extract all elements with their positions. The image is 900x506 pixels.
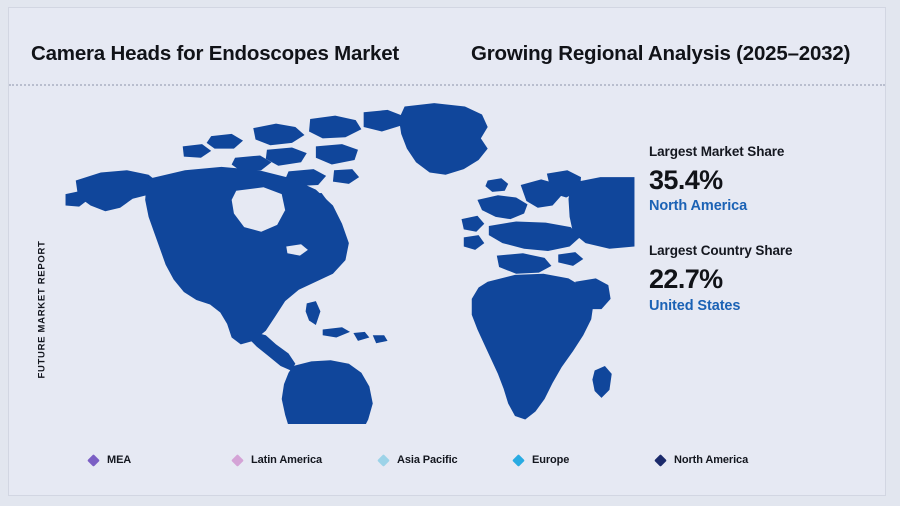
content-panel: Camera Heads for Endoscopes Market Growi… <box>8 7 886 496</box>
stat-largest-country-share: Largest Country Share 22.7% United State… <box>649 243 879 313</box>
page-subtitle: Growing Regional Analysis (2025–2032) <box>471 42 851 65</box>
header: Camera Heads for Endoscopes Market Growi… <box>9 8 885 86</box>
legend-item-europe: Europe <box>512 453 570 467</box>
stat-label: Largest Country Share <box>649 243 793 259</box>
stat-label: Largest Market Share <box>649 144 785 159</box>
diamond-marker-icon <box>654 453 667 467</box>
legend-label: MEA <box>107 454 132 466</box>
legend-label: Europe <box>532 454 570 466</box>
legend-item-latin-america: Latin America <box>231 453 323 467</box>
world-map-landmasses <box>65 103 635 424</box>
world-map-svg <box>65 103 635 424</box>
legend-item-asia-pacific: Asia Pacific <box>377 453 458 467</box>
stat-value: 35.4% <box>649 165 723 195</box>
brand-watermark-label: FUTURE MARKET REPORT <box>36 240 48 379</box>
stat-region: United States <box>649 297 741 314</box>
page-title: Camera Heads for Endoscopes Market <box>31 42 400 65</box>
legend-item-north-america: North America <box>654 453 749 467</box>
legend-label: Asia Pacific <box>397 454 458 466</box>
legend-label: North America <box>674 454 749 466</box>
diamond-marker-icon <box>512 453 525 467</box>
legend-item-mea: MEA <box>87 453 132 467</box>
diamond-marker-icon <box>231 453 244 467</box>
stats-panel: Largest Market Share 35.4% North America… <box>649 144 879 343</box>
diamond-marker-icon <box>377 453 390 467</box>
stat-value: 22.7% <box>649 264 723 295</box>
legend-label: Latin America <box>251 454 323 466</box>
stat-region: North America <box>649 198 748 215</box>
world-map <box>65 94 635 424</box>
diamond-marker-icon <box>87 453 100 467</box>
map-legend: MEA Latin America Asia Pacific Europe No… <box>87 448 789 480</box>
stat-largest-market-share: Largest Market Share 35.4% North America <box>649 144 879 214</box>
header-divider <box>9 84 885 86</box>
